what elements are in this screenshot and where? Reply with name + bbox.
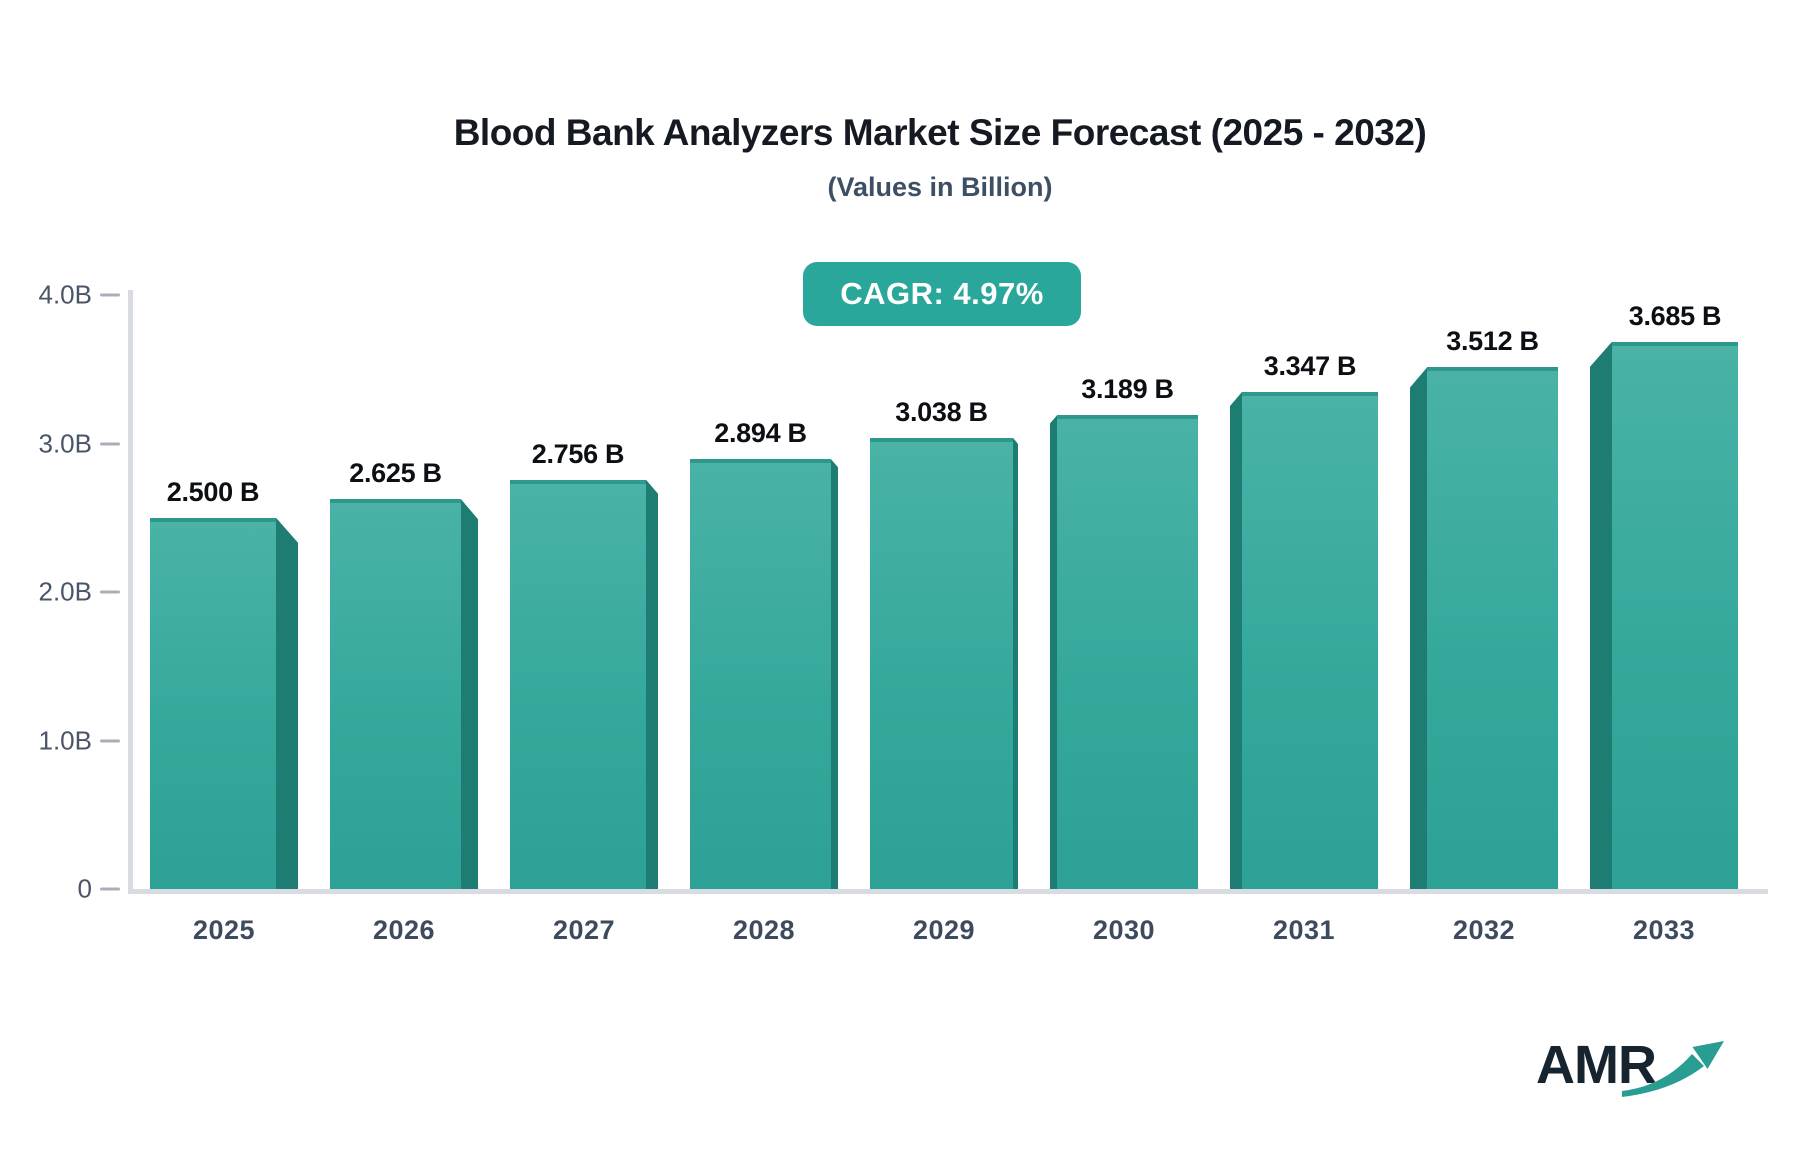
bar-face (330, 499, 461, 889)
x-axis-label-2026: 2026 (372, 915, 436, 945)
x-axis-label-2033: 2033 (1632, 915, 1696, 945)
y-tick-mark (100, 442, 120, 445)
bar-side-shadow (1013, 437, 1018, 889)
bar-2032[interactable] (1410, 367, 1558, 889)
y-tick-mark (100, 739, 120, 742)
bar-2029[interactable] (870, 437, 1018, 889)
y-tick-mark (100, 293, 120, 297)
bar-side-shadow (1410, 367, 1427, 889)
bar-face (150, 517, 276, 889)
bar-face (870, 437, 1013, 889)
bar-face (1612, 341, 1738, 889)
bar-value-label: 3.685 B (1628, 300, 1722, 331)
bar-face (1242, 391, 1378, 889)
bar-side-shadow (831, 459, 838, 889)
y-tick-label: 1.0B (38, 725, 93, 755)
bar-value-label: 3.189 B (1081, 374, 1174, 405)
bar-value-label: 2.625 B (349, 458, 442, 489)
x-axis-label-2025: 2025 (192, 915, 256, 945)
bar-value-label: 2.894 B (714, 418, 807, 449)
bar-2033[interactable] (1590, 341, 1738, 889)
growth-arrow-icon (1622, 1041, 1724, 1097)
x-axis-label-2031: 2031 (1272, 915, 1336, 945)
bar-side-shadow (1590, 341, 1612, 889)
x-axis-line (128, 889, 1768, 894)
y-tick-label: 2.0B (38, 576, 93, 607)
bar-value-label: 3.038 B (895, 396, 988, 427)
bar-2030[interactable] (1050, 415, 1198, 889)
amr-logo-text: AMR (1536, 1035, 1657, 1095)
cagr-badge-label: CAGR: 4.97% (840, 276, 1044, 311)
chart-subtitle: (Values in Billion) (827, 172, 1053, 202)
bar-value-label: 2.756 B (531, 438, 625, 469)
bar-2031[interactable] (1230, 391, 1378, 889)
bar-value-label: 3.512 B (1446, 326, 1539, 357)
bar-face (1057, 415, 1198, 889)
bar-2026[interactable] (330, 499, 478, 889)
bar-side-shadow (461, 499, 478, 889)
bar-face (1427, 367, 1558, 889)
x-axis-label-2027: 2027 (552, 915, 616, 945)
chart-title: Blood Bank Analyzers Market Size Forecas… (453, 112, 1427, 153)
y-tick-label: 4.0B (38, 279, 93, 310)
bar-2028[interactable] (690, 459, 838, 889)
x-axis-label-2032: 2032 (1452, 915, 1516, 945)
x-axis-label-2030: 2030 (1092, 915, 1156, 945)
bar-side-shadow (1230, 391, 1242, 889)
bar-side-shadow (276, 517, 298, 889)
bar-2027[interactable] (510, 479, 658, 889)
bar-side-shadow (1050, 415, 1057, 889)
cagr-badge: CAGR: 4.97% (803, 262, 1081, 326)
y-axis-line (128, 290, 133, 894)
y-tick-mark (100, 887, 120, 891)
y-tick-mark (100, 590, 120, 594)
y-tick-label: 3.0B (38, 428, 93, 458)
x-axis-label-2028: 2028 (732, 915, 796, 945)
x-axis-label-2029: 2029 (912, 915, 976, 945)
bar-2025[interactable] (150, 517, 298, 889)
y-tick-label: 0 (77, 873, 92, 904)
bar-value-label: 3.347 B (1263, 350, 1357, 381)
bar-face (690, 459, 831, 889)
bar-value-label: 2.500 B (166, 476, 260, 507)
bar-face (510, 479, 646, 889)
bar-side-shadow (646, 479, 658, 889)
amr-logo: AMR (1536, 1034, 1726, 1114)
